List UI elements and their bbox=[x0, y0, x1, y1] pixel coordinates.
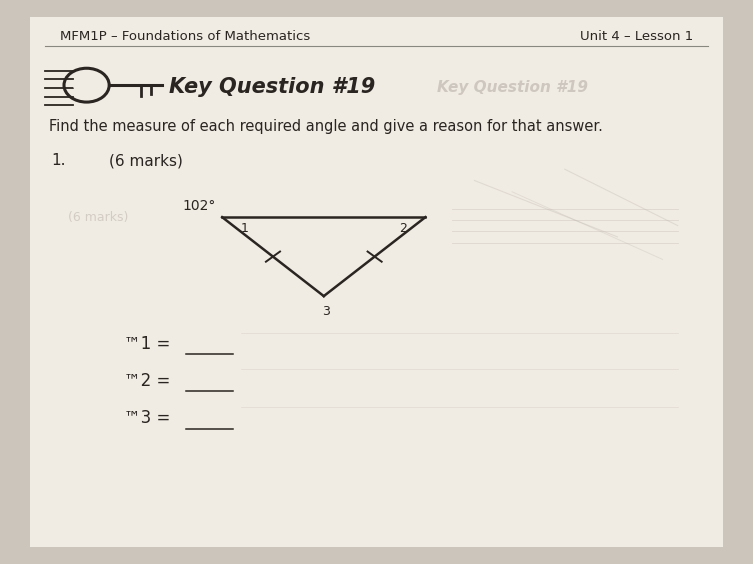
Text: ™1 =: ™1 = bbox=[124, 335, 176, 353]
Text: Unit 4 – Lesson 1: Unit 4 – Lesson 1 bbox=[580, 30, 693, 43]
Text: ™2 =: ™2 = bbox=[124, 372, 176, 390]
Text: (6 marks): (6 marks) bbox=[68, 210, 128, 224]
Text: ™3 =: ™3 = bbox=[124, 409, 176, 428]
Text: 2: 2 bbox=[399, 222, 407, 235]
Text: Key Question #19: Key Question #19 bbox=[437, 80, 588, 95]
Circle shape bbox=[73, 75, 100, 95]
Text: (6 marks): (6 marks) bbox=[109, 153, 183, 168]
Text: 3: 3 bbox=[322, 305, 330, 319]
Text: 1: 1 bbox=[241, 222, 248, 235]
Text: Find the measure of each required angle and give a reason for that answer.: Find the measure of each required angle … bbox=[49, 120, 603, 134]
Text: 1.: 1. bbox=[51, 153, 66, 168]
Text: 102°: 102° bbox=[183, 199, 216, 213]
Text: Key Question #19: Key Question #19 bbox=[169, 77, 376, 98]
Text: MFM1P – Foundations of Mathematics: MFM1P – Foundations of Mathematics bbox=[60, 30, 310, 43]
